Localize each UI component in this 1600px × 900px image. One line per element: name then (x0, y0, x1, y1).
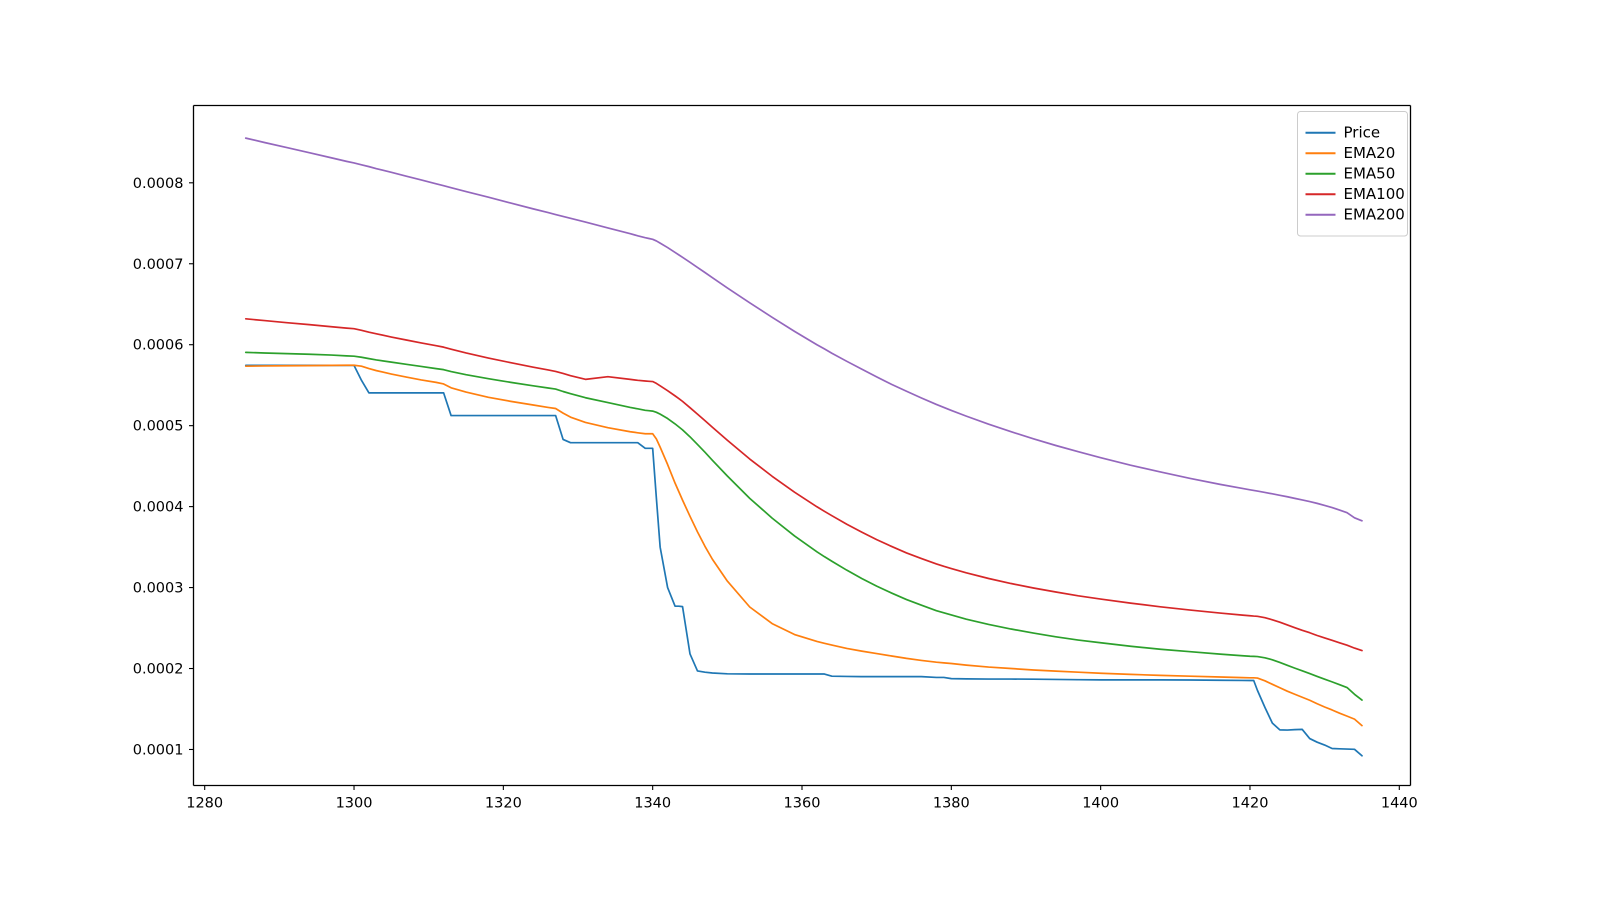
y-tick-label: 0.0008 (133, 176, 184, 192)
series-line-ema50 (244, 351, 1363, 701)
legend-label-ema50: EMA50 (1344, 164, 1396, 182)
legend-label-price: Price (1344, 123, 1381, 141)
x-tick-label: 1300 (336, 796, 373, 812)
x-tick-label: 1420 (1232, 796, 1269, 812)
x-tick-label: 1400 (1082, 796, 1119, 812)
data-series-group (244, 137, 1363, 757)
x-tick-label: 1280 (186, 796, 223, 812)
legend-background (1297, 111, 1408, 237)
legend-label-ema100: EMA100 (1344, 185, 1405, 203)
x-tick-label: 1340 (634, 796, 671, 812)
x-tick-label: 1320 (485, 796, 522, 812)
y-tick-label: 0.0003 (133, 581, 184, 597)
y-tick-label: 0.0005 (133, 419, 184, 435)
series-line-ema20 (244, 364, 1363, 727)
y-tick-label: 0.0006 (133, 338, 184, 354)
y-tick-label: 0.0002 (133, 662, 184, 678)
series-line-price (244, 364, 1363, 757)
y-tick-label: 0.0001 (133, 742, 184, 758)
y-tick-label: 0.0004 (133, 500, 184, 516)
legend-label-ema20: EMA20 (1344, 144, 1396, 162)
x-tick-label: 1360 (784, 796, 821, 812)
series-line-ema100 (244, 317, 1363, 652)
y-tick-label: 0.0007 (133, 257, 184, 273)
axis-ticks-group: 0.0001 0.0002 0.0003 0.0004 0.0005 0.0006 0.00… (133, 176, 1418, 812)
x-tick-label: 1440 (1381, 796, 1418, 812)
legend-label-ema200: EMA200 (1344, 205, 1405, 223)
x-tick-label: 1380 (933, 796, 970, 812)
chart-legend[interactable]: Price EMA20 EMA50 EMA100 EMA200 (1297, 111, 1408, 237)
series-line-ema200 (244, 137, 1363, 522)
